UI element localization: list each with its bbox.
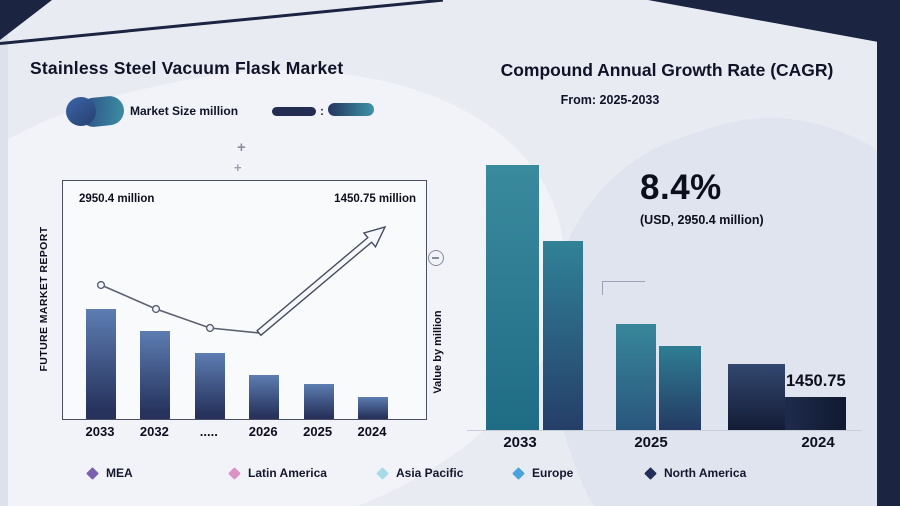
legend-item-europe: Europe [512, 466, 574, 480]
legend-item-mea: MEA [86, 466, 133, 480]
market-size-legend-label: Market Size million [130, 104, 239, 118]
zoom-out-icon [428, 250, 444, 266]
left-annotation: 2950.4 million [79, 193, 155, 205]
plus-decoration: + [237, 139, 246, 156]
legend-diamond-icon [376, 466, 389, 480]
legend-item-label: North America [664, 466, 747, 480]
left-bars [63, 181, 426, 419]
market-size-icon [66, 94, 126, 129]
legend-diamond-icon [228, 466, 241, 480]
legend-pill-gradient [328, 103, 374, 116]
legend-item-label: Europe [532, 466, 574, 480]
left-x-axis-label: 2032 [139, 424, 169, 439]
left-x-axis-label: 2026 [248, 424, 278, 439]
legend-pill-dark [272, 107, 316, 116]
left-chart-panel: 2950.4 million 1450.75 million [62, 180, 427, 420]
left-x-axis-label: 2025 [303, 424, 333, 439]
right-chart-title: Compound Annual Growth Rate (CAGR) [500, 60, 834, 80]
legend-diamond-icon [644, 466, 657, 480]
legend-diamond-icon [512, 466, 525, 480]
legend-item-label: Latin America [248, 466, 327, 480]
legend-item-latin-america: Latin America [228, 466, 327, 480]
right-chart-baseline [467, 430, 862, 431]
cagr-value: 8.4% [640, 168, 722, 207]
right-x-axis-label: 2033 [503, 434, 537, 451]
market-bar-2032 [140, 331, 171, 419]
legend-item-label: MEA [106, 466, 133, 480]
right-x-axis-label: 2025 [634, 434, 668, 451]
market-bar-2033 [86, 309, 116, 419]
cagr-basis: (USD, 2950.4 million) [640, 213, 764, 227]
cylinder-cap-icon [66, 97, 96, 126]
legend-colon: : [320, 104, 324, 118]
left-x-axis-label: 2024 [357, 424, 387, 439]
left-edge-strip [0, 30, 8, 506]
bracket-decoration [602, 281, 645, 295]
right-edge-band [877, 0, 900, 506]
left-x-axis-label: 2033 [85, 424, 115, 439]
left-x-labels: 2033 2032..... 2026 2025 2024 [62, 424, 425, 444]
plus-decoration: + [234, 160, 242, 175]
legend-diamond-icon [86, 466, 99, 480]
bar-value-label: 1450.75 [786, 372, 846, 390]
trend-svg [96, 225, 387, 337]
legend-item-asia-pacific: Asia Pacific [376, 466, 464, 480]
right-chart-subtitle: From: 2025-2033 [560, 93, 660, 107]
right-x-axis-label: 2024 [801, 434, 835, 451]
right-annotation: 1450.75 million [334, 193, 416, 205]
market-bar-2026 [249, 375, 280, 419]
market-bar-2025 [303, 384, 334, 419]
legend-item-label: Asia Pacific [396, 466, 464, 480]
left-chart-title: Stainless Steel Vacuum Flask Market [30, 58, 344, 78]
market-bar-2024 [358, 397, 388, 419]
left-x-axis-label: ..... [199, 424, 218, 439]
legend-item-north-america: North America [644, 466, 747, 480]
market-bar-..... [194, 353, 225, 419]
